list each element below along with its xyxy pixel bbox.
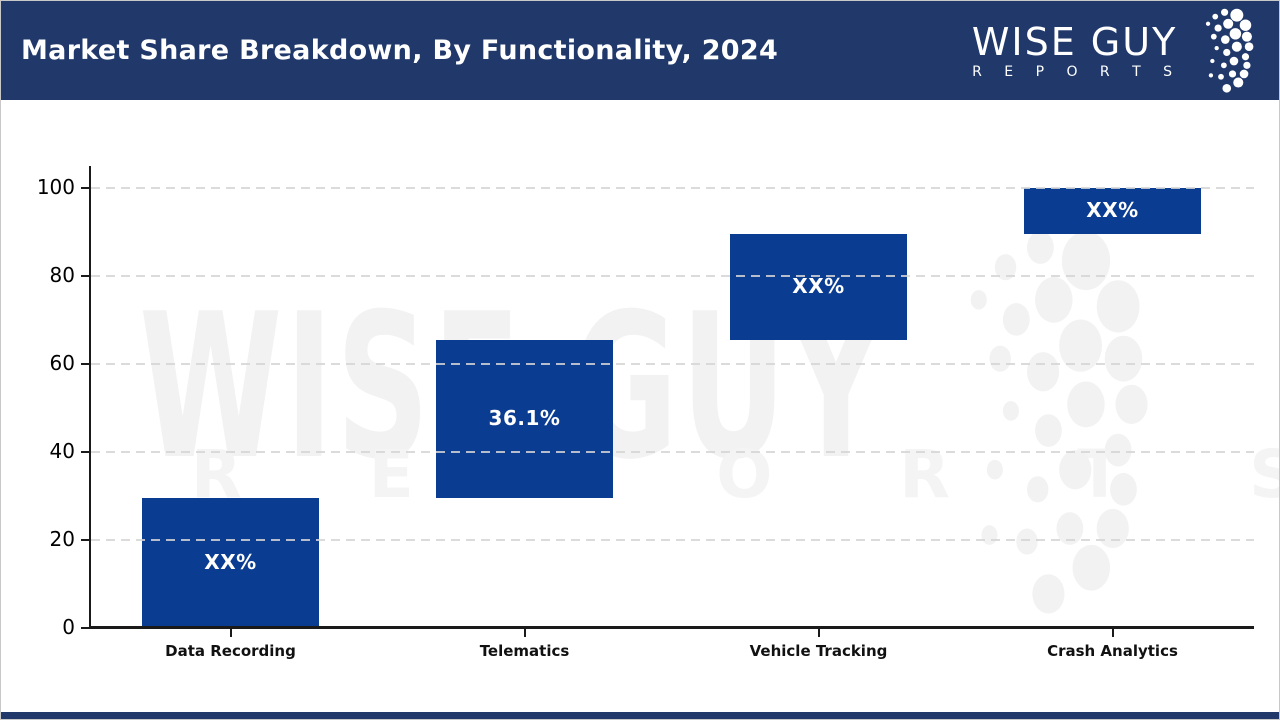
waterfall-bar bbox=[730, 234, 907, 340]
y-tick-mark bbox=[81, 627, 89, 629]
logo-wordmark: WISE GUY bbox=[971, 19, 1178, 64]
y-tick-mark bbox=[81, 539, 89, 541]
waterfall-bar bbox=[436, 339, 613, 499]
gridline bbox=[91, 275, 1254, 277]
y-tick-mark bbox=[81, 275, 89, 277]
y-tick-mark bbox=[81, 187, 89, 189]
gridline bbox=[91, 539, 1254, 541]
x-category-label: Data Recording bbox=[165, 642, 296, 660]
bar-value-label: 36.1% bbox=[488, 406, 561, 430]
gridline bbox=[91, 363, 1254, 365]
page-title: Market Share Breakdown, By Functionality… bbox=[21, 35, 779, 66]
y-tick-label: 100 bbox=[36, 175, 75, 199]
y-tick-mark bbox=[81, 451, 89, 453]
x-tick-mark bbox=[817, 629, 820, 637]
x-tick-mark bbox=[229, 629, 232, 637]
x-category-label: Vehicle Tracking bbox=[749, 642, 888, 660]
x-axis-spine bbox=[89, 626, 1254, 629]
footer-bar bbox=[1, 712, 1279, 719]
y-tick-label: 60 bbox=[49, 351, 75, 375]
bar-value-label: XX% bbox=[204, 550, 257, 575]
logo-subtext: R E P O R T S bbox=[972, 63, 1181, 80]
y-tick-label: 80 bbox=[49, 263, 75, 287]
x-category-label: Crash Analytics bbox=[1047, 642, 1178, 660]
y-tick-mark bbox=[81, 363, 89, 365]
y-tick-label: 40 bbox=[49, 439, 75, 463]
y-tick-label: 0 bbox=[62, 615, 75, 639]
x-tick-mark bbox=[1111, 629, 1114, 637]
waterfall-bar bbox=[1024, 188, 1201, 235]
header: Market Share Breakdown, By Functionality… bbox=[1, 1, 1279, 100]
y-tick-label: 20 bbox=[49, 527, 75, 551]
bar-value-label: XX% bbox=[1086, 198, 1139, 223]
x-tick-mark bbox=[523, 629, 526, 637]
dotted-face-icon bbox=[1205, 8, 1254, 93]
plot-area: WISE GUY R E P O R T S 0 20 40 60 80 100 XX% Da… bbox=[1, 100, 1279, 714]
y-axis-spine bbox=[89, 166, 91, 628]
brand-logo: WISE GUY R E P O R T S bbox=[968, 8, 1257, 94]
watermark-face-icon bbox=[970, 231, 1148, 614]
x-category-label: Telematics bbox=[479, 642, 570, 660]
gridline bbox=[91, 451, 1254, 453]
waterfall-bar bbox=[142, 498, 319, 628]
gridline bbox=[91, 187, 1254, 189]
bar-value-label: XX% bbox=[792, 274, 845, 298]
